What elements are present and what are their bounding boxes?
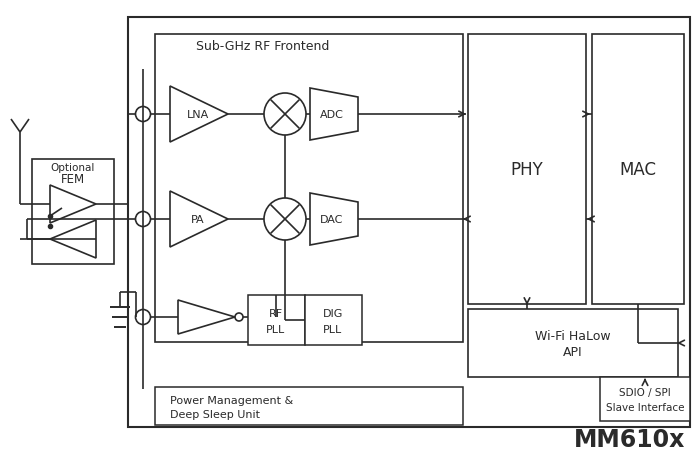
Text: MM610x: MM610x — [574, 427, 686, 451]
Text: Wi-Fi HaLow: Wi-Fi HaLow — [536, 330, 611, 343]
Text: API: API — [564, 346, 583, 359]
Bar — [155, 35, 463, 342]
Text: PLL: PLL — [323, 325, 342, 334]
Bar — [468, 35, 586, 304]
Bar — [600, 377, 690, 421]
Text: PA: PA — [191, 214, 205, 224]
Text: DAC: DAC — [321, 214, 344, 224]
Bar — [248, 295, 305, 345]
Text: SDIO / SPI: SDIO / SPI — [619, 387, 671, 397]
Bar — [592, 35, 684, 304]
Text: FEM: FEM — [61, 173, 85, 186]
Text: Sub-GHz RF Frontend: Sub-GHz RF Frontend — [196, 40, 330, 53]
Text: PHY: PHY — [510, 161, 543, 179]
Bar — [128, 18, 690, 427]
Text: Slave Interface: Slave Interface — [606, 402, 684, 412]
Bar — [32, 160, 114, 264]
Bar — [468, 309, 678, 377]
Text: ADC: ADC — [320, 110, 344, 120]
Text: DIG: DIG — [323, 308, 343, 318]
Text: LNA: LNA — [187, 110, 209, 120]
Text: PLL: PLL — [267, 325, 286, 334]
Bar — [305, 295, 362, 345]
Text: Optional: Optional — [51, 162, 95, 173]
Bar — [155, 387, 463, 425]
Text: Power Management &: Power Management & — [170, 395, 293, 405]
Text: RF: RF — [269, 308, 283, 318]
Text: Deep Sleep Unit: Deep Sleep Unit — [170, 409, 260, 419]
Text: MAC: MAC — [620, 161, 657, 179]
